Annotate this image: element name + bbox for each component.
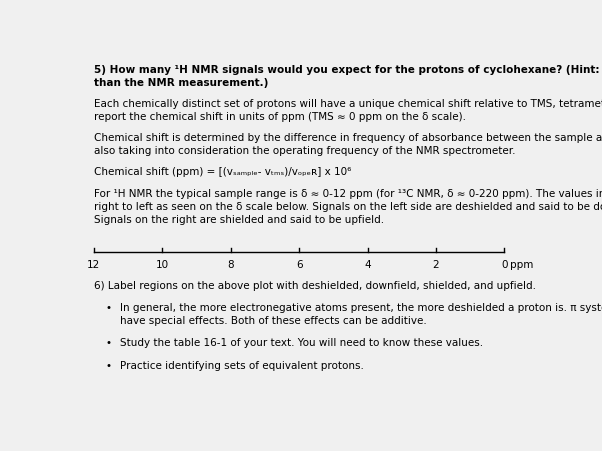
Text: •: • [105, 303, 111, 313]
Text: For ¹H NMR the typical sample range is δ ≈ 0-12 ppm (for ¹³C NMR, δ ≈ 0-220 ppm): For ¹H NMR the typical sample range is δ… [94, 189, 602, 198]
Text: Study the table 16-1 of your text. You will need to know these values.: Study the table 16-1 of your text. You w… [120, 338, 483, 348]
Text: 10: 10 [156, 260, 169, 270]
Text: also taking into consideration the operating frequency of the NMR spectrometer.: also taking into consideration the opera… [94, 147, 515, 156]
Text: have special effects. Both of these effects can be additive.: have special effects. Both of these effe… [120, 316, 426, 326]
Text: Chemical shift (ppm) = [(vₛₐₘₚₗₑ- vₜₘₛ)/vₒₚₑʀ] x 10⁶: Chemical shift (ppm) = [(vₛₐₘₚₗₑ- vₜₘₛ)/… [94, 167, 352, 178]
Text: 4: 4 [364, 260, 371, 270]
Text: 0: 0 [501, 260, 507, 270]
Text: 12: 12 [87, 260, 101, 270]
Text: Each chemically distinct set of protons will have a unique chemical shift relati: Each chemically distinct set of protons … [94, 99, 602, 109]
Text: right to left as seen on the δ scale below. Signals on the left side are deshiel: right to left as seen on the δ scale bel… [94, 202, 602, 212]
Text: 6) Label regions on the above plot with deshielded, downfield, shielded, and upf: 6) Label regions on the above plot with … [94, 281, 536, 291]
Text: report the chemical shift in units of ppm (TMS ≈ 0 ppm on the δ scale).: report the chemical shift in units of pp… [94, 112, 466, 122]
Text: 6: 6 [296, 260, 303, 270]
Text: In general, the more electronegative atoms present, the more deshielded a proton: In general, the more electronegative ato… [120, 303, 602, 313]
Text: than the NMR measurement.): than the NMR measurement.) [94, 78, 268, 88]
Text: Signals on the right are shielded and said to be upfield.: Signals on the right are shielded and sa… [94, 215, 384, 225]
Text: Chemical shift is determined by the difference in frequency of absorbance betwee: Chemical shift is determined by the diff… [94, 133, 602, 143]
Text: 8: 8 [228, 260, 234, 270]
Text: ppm: ppm [510, 260, 533, 270]
Text: 5) How many ¹H NMR signals would you expect for the protons of cyclohexane? (Hin: 5) How many ¹H NMR signals would you exp… [94, 64, 602, 74]
Text: 2: 2 [433, 260, 439, 270]
Text: Practice identifying sets of equivalent protons.: Practice identifying sets of equivalent … [120, 361, 364, 371]
Text: •: • [105, 338, 111, 348]
Text: •: • [105, 361, 111, 371]
